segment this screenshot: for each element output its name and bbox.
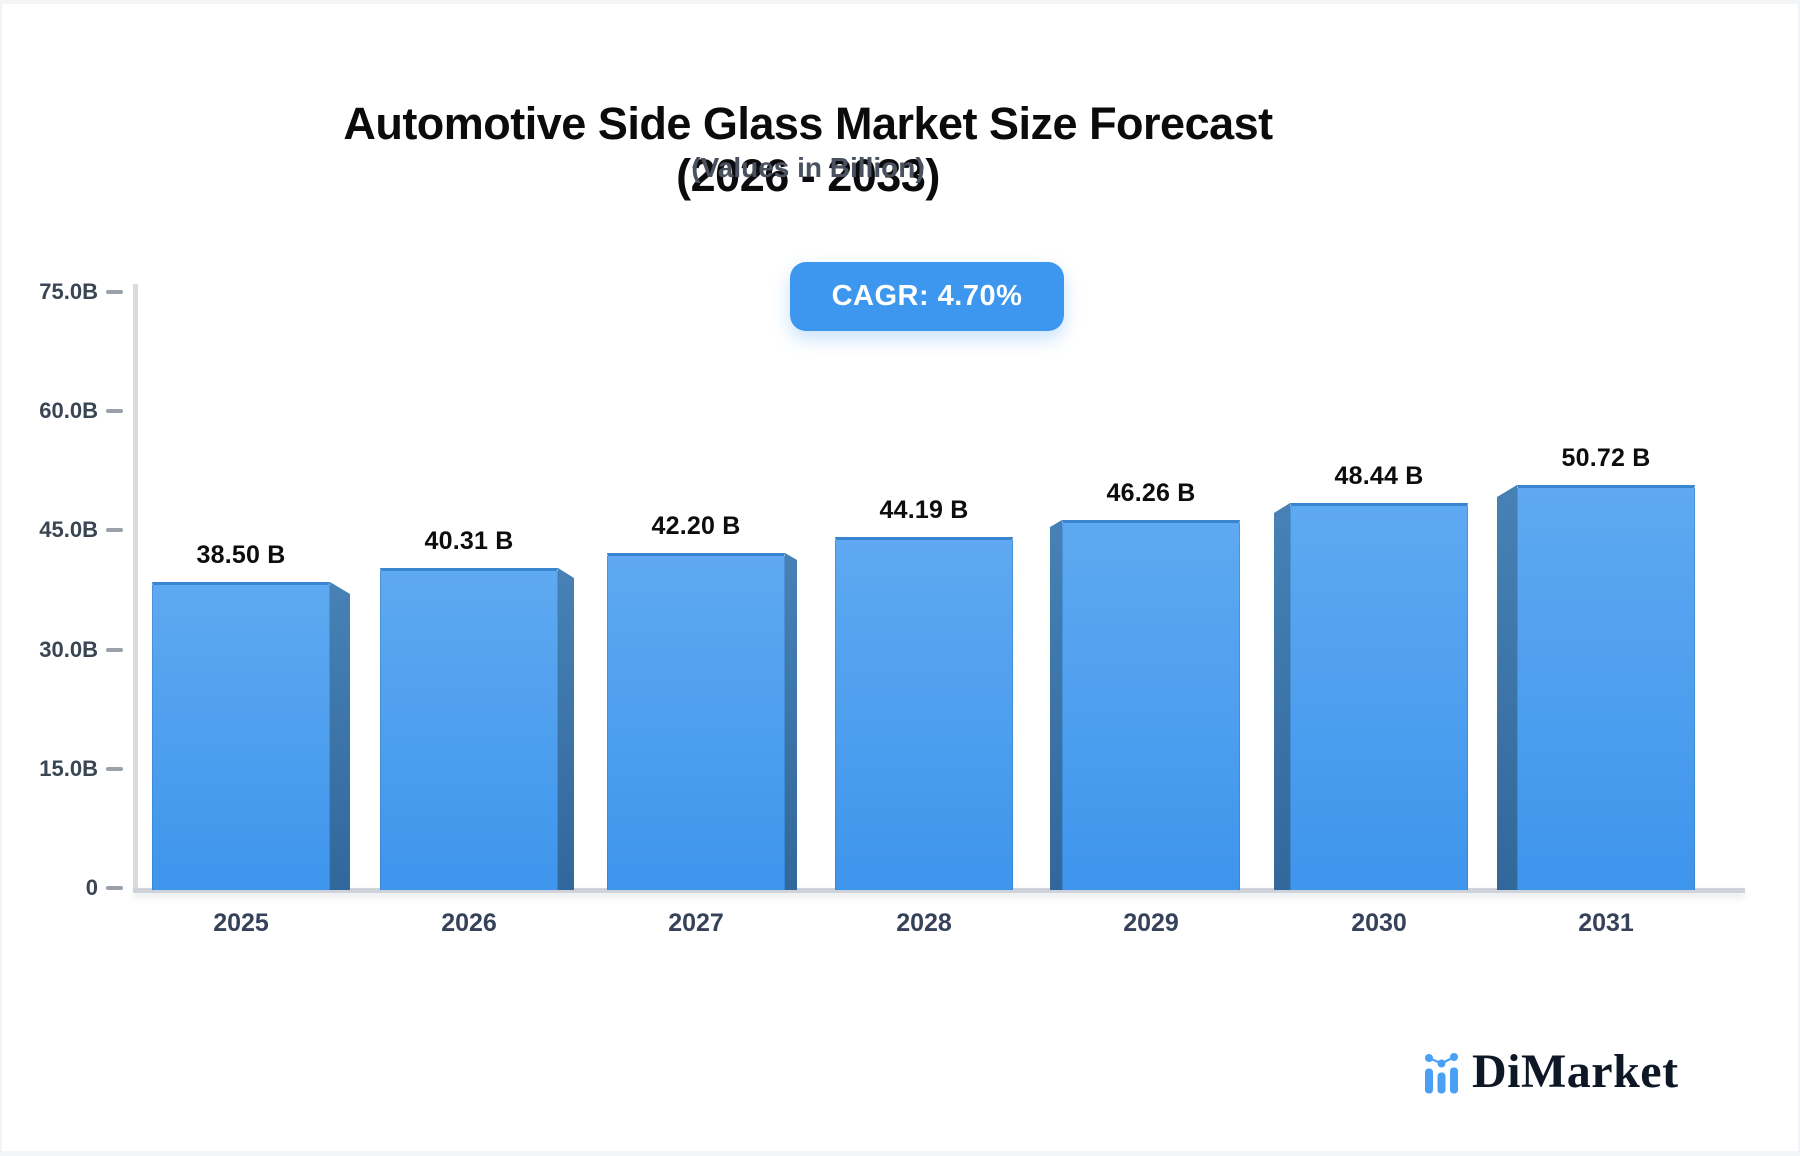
bar-value-label: 38.50 B <box>196 541 286 569</box>
y-axis-tick-label: 45.0B <box>39 517 98 542</box>
bar <box>1290 503 1468 890</box>
bar-value-label: 42.20 B <box>651 512 741 540</box>
bar-value-label: 40.31 B <box>424 527 514 555</box>
x-axis-category-label: 2027 <box>668 909 724 937</box>
y-axis-tick-label: 75.0B <box>39 279 98 304</box>
bar-value-label: 50.72 B <box>1561 444 1651 472</box>
bar <box>1517 485 1695 890</box>
bar <box>1062 520 1240 890</box>
y-axis-tick-label: 60.0B <box>39 398 98 423</box>
brand-name: DiMarket <box>1472 1045 1679 1098</box>
bar <box>835 537 1013 890</box>
x-axis-category-label: 2031 <box>1578 909 1634 937</box>
bar <box>152 582 330 890</box>
bar <box>380 568 558 890</box>
y-axis-tick-mark <box>106 767 123 771</box>
chart-title: Automotive Side Glass Market Size Foreca… <box>343 98 1273 201</box>
y-axis-tick-mark <box>106 648 123 652</box>
chart-subtitle: (Values in Billion) <box>691 152 925 183</box>
bar <box>607 553 785 890</box>
brand-logo: DiMarket <box>1424 1044 1679 1096</box>
x-axis-category-label: 2026 <box>441 909 497 937</box>
bar-chart-plot-area: 75.0B 60.0B 45.0B 30.0B 15.0B 0 38.50 B 2025 40.… <box>2 4 1798 1151</box>
cagr-badge: CAGR: 4.70% <box>790 262 1064 331</box>
x-axis-category-label: 2028 <box>896 909 952 937</box>
bar-value-label: 44.19 B <box>879 496 969 524</box>
cagr-badge-label: CAGR: 4.70% <box>831 280 1023 312</box>
y-axis-tick-mark <box>106 886 123 890</box>
y-axis-tick-label: 0 <box>85 875 98 900</box>
bar-3d-side-face <box>1274 503 1290 890</box>
y-axis-tick-mark <box>106 409 123 413</box>
bar-3d-side-face <box>330 582 350 890</box>
bar-3d-side-face <box>785 553 797 890</box>
y-axis-tick-label: 15.0B <box>39 756 98 781</box>
bar-3d-side-face <box>558 568 574 890</box>
y-axis-tick-mark <box>106 528 123 532</box>
x-axis-category-label: 2029 <box>1123 909 1179 937</box>
x-axis-category-label: 2030 <box>1351 909 1407 937</box>
bar-value-label: 48.44 B <box>1334 462 1424 490</box>
y-axis-tick-mark <box>106 290 123 294</box>
y-axis-tick-label: 30.0B <box>39 637 98 662</box>
bar-3d-side-face <box>1050 520 1062 890</box>
bar-value-label: 46.26 B <box>1106 479 1196 507</box>
dimarket-logo-icon <box>1425 1053 1458 1094</box>
x-axis-category-label: 2025 <box>213 909 269 937</box>
y-axis-line <box>133 284 138 893</box>
x-axis-baseline <box>133 888 1745 893</box>
bar-3d-side-face <box>1497 485 1517 890</box>
